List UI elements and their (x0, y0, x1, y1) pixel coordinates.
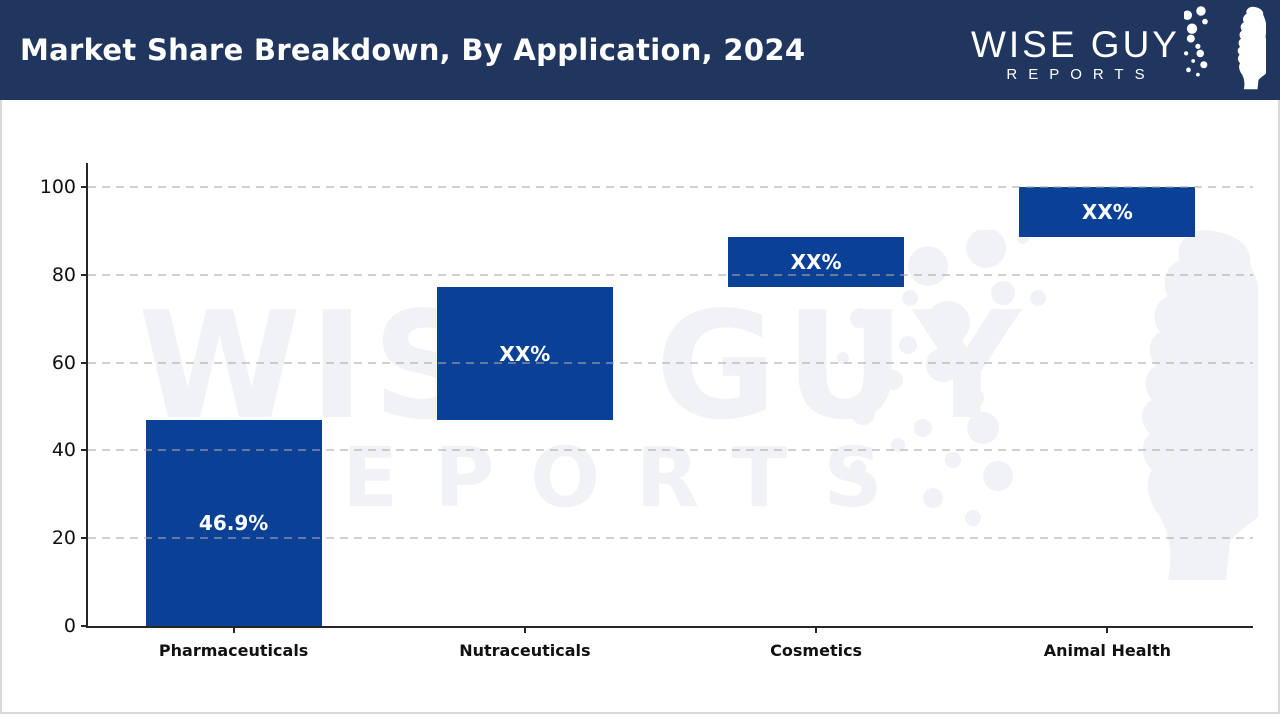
gridline-100 (88, 186, 1253, 188)
bar-value-label: XX% (790, 249, 842, 274)
bar-value-label: 46.9% (198, 511, 269, 536)
y-tick-mark (81, 186, 87, 188)
gridline-20 (88, 537, 1253, 540)
brand-logo-text: WISE GUY REPORTS (971, 25, 1180, 85)
x-category-label: Pharmaceuticals (158, 641, 309, 660)
x-tick-mark (1106, 627, 1109, 633)
y-tick-mark (81, 625, 87, 627)
brand-subname: REPORTS (1006, 66, 1156, 83)
y-tick-label: 80 (51, 263, 76, 286)
y-tick-label: 100 (39, 176, 76, 198)
x-tick-mark (523, 627, 526, 633)
bar-value-label: XX% (1081, 199, 1133, 224)
brand-name: WISE GUY (970, 24, 1180, 65)
y-axis-line (86, 163, 88, 628)
x-tick-mark (815, 627, 818, 633)
y-tick-mark (81, 449, 87, 452)
y-tick-mark (81, 537, 87, 540)
bar-cosmetics (728, 236, 905, 288)
x-tick-mark (232, 627, 235, 633)
y-tick-label: 40 (51, 439, 76, 462)
x-category-label: Nutraceuticals (459, 641, 591, 660)
x-category-label: Cosmetics (770, 641, 863, 660)
chart-title: Market Share Breakdown, By Application, … (20, 33, 806, 67)
y-tick-label: 20 (51, 527, 76, 550)
x-axis-line (86, 626, 1253, 628)
y-tick-mark (81, 361, 87, 364)
gridline-60 (88, 361, 1253, 364)
gridline-80 (88, 273, 1253, 276)
bar-pharmaceuticals (145, 420, 322, 626)
header-bar: Market Share Breakdown, By Application, … (0, 0, 1280, 100)
y-tick-label: 0 (63, 615, 76, 637)
bar-nutraceuticals (436, 287, 613, 421)
x-category-label: Animal Health (1043, 641, 1172, 660)
y-tick-mark (81, 273, 87, 276)
y-tick-label: 60 (51, 351, 76, 374)
gridline-40 (88, 449, 1253, 452)
brand-logo: WISE GUY REPORTS (971, 6, 1273, 94)
bar-animal-health (1019, 187, 1196, 237)
brand-head-icon (1182, 6, 1273, 94)
bar-value-label: XX% (499, 341, 551, 366)
